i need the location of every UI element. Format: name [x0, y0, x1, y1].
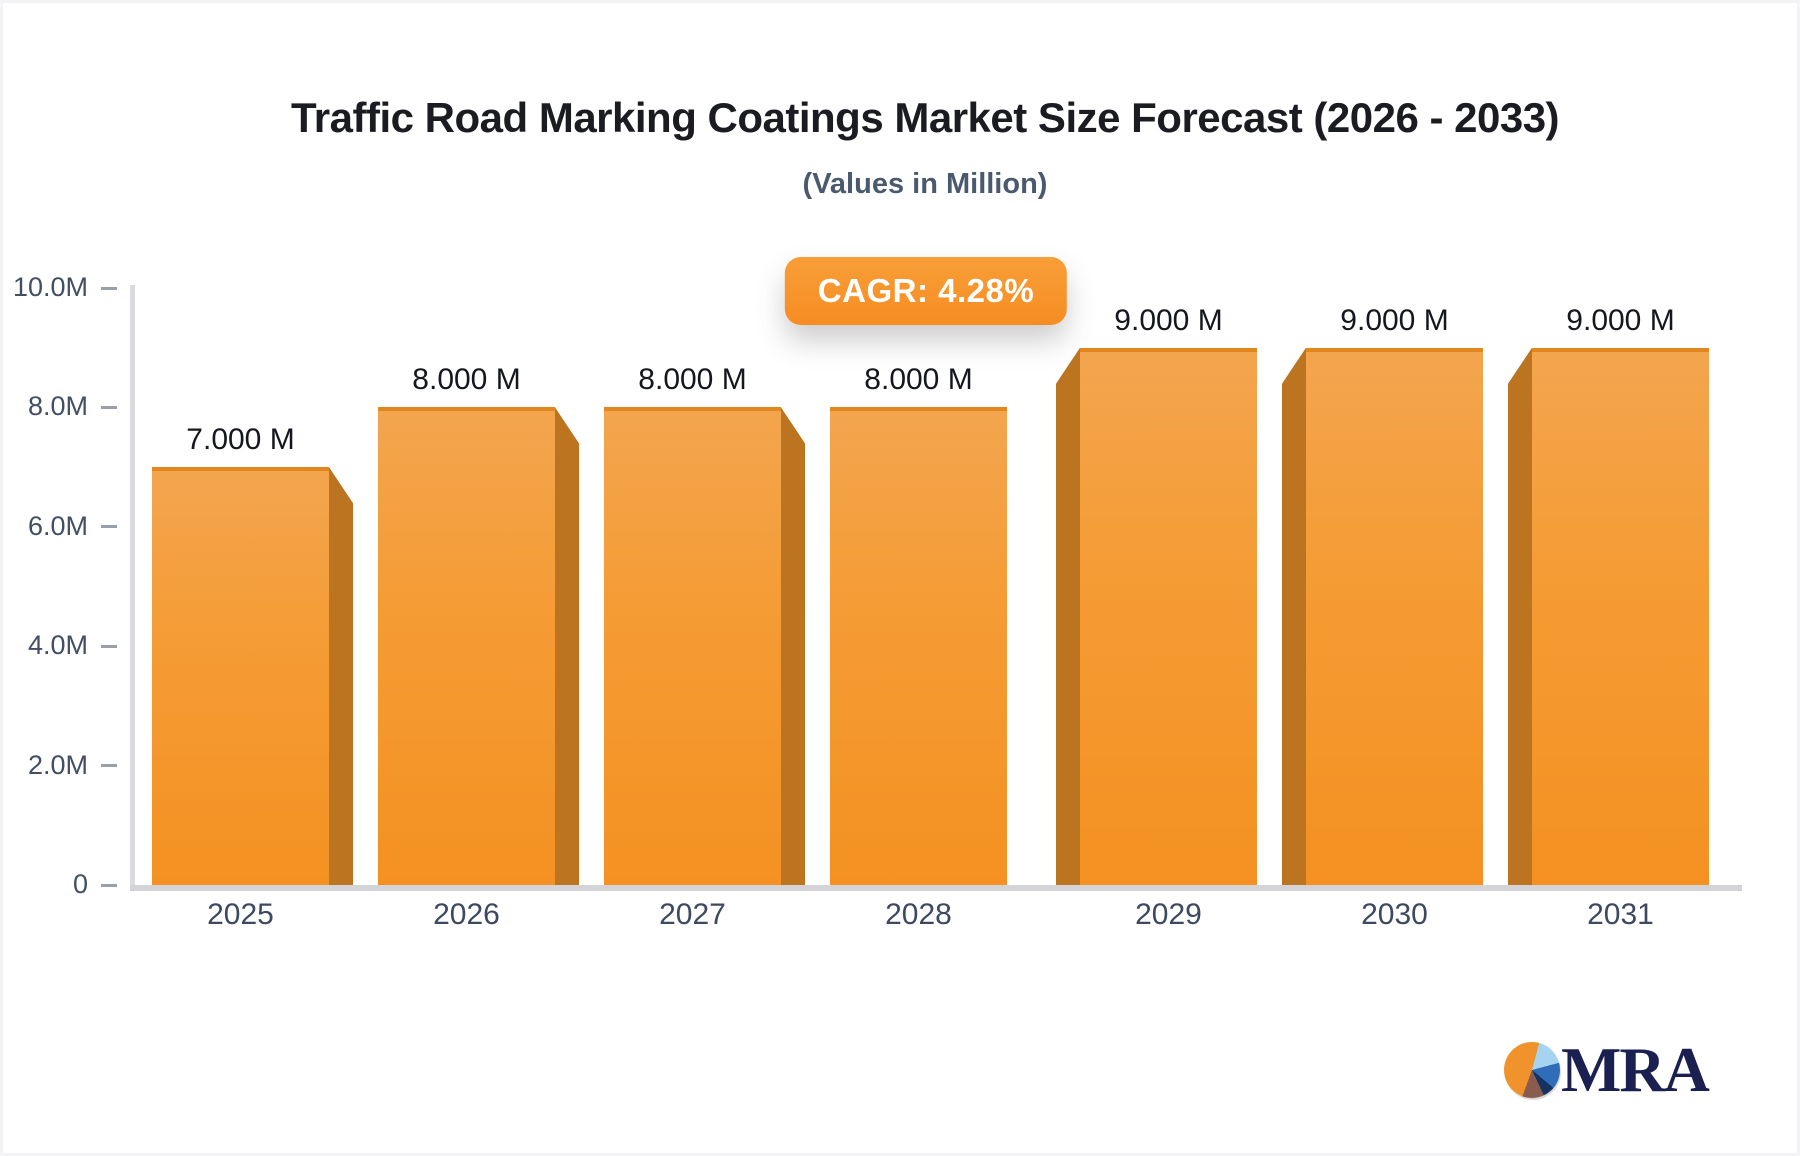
bar-2030 [1306, 347, 1483, 885]
y-axis-tick-label: 10.0M [12, 272, 88, 302]
bar-3d-side-2029 [1056, 347, 1080, 885]
y-axis-tick [101, 764, 117, 768]
bar-3d-side-2025 [329, 467, 353, 885]
y-axis-tick [101, 286, 117, 290]
bar-value-label: 9.000 M [1114, 303, 1223, 337]
x-axis-label: 2026 [433, 898, 500, 931]
x-axis-label: 2028 [885, 898, 952, 931]
bar-2026 [378, 407, 555, 885]
bar-3d-side-2031 [1508, 347, 1532, 885]
bar-2025 [152, 467, 329, 885]
bar-value-label: 8.000 M [864, 363, 973, 397]
x-axis-label: 2025 [207, 898, 274, 931]
bar-2028 [830, 407, 1007, 885]
bar-2031 [1532, 347, 1709, 885]
bar-value-label: 9.000 M [1340, 303, 1449, 337]
y-axis-tick-label: 0 [72, 869, 88, 899]
y-axis-tick [101, 525, 117, 529]
mra-logo: MRA [1504, 1034, 1710, 1105]
bar-value-label: 7.000 M [186, 423, 295, 457]
bar-3d-side-2026 [555, 407, 579, 885]
y-axis-tick-label: 6.0M [27, 510, 88, 541]
logo-text: MRA [1561, 1034, 1710, 1105]
bar-3d-side-2027 [781, 407, 805, 885]
y-axis-tick-label: 8.0M [27, 391, 88, 422]
chart-title: Traffic Road Marking Coatings Market Siz… [290, 94, 1560, 141]
cagr-badge-label: CAGR: 4.28% [817, 272, 1035, 309]
y-axis-tick-label: 2.0M [27, 749, 88, 780]
bar-value-label: 8.000 M [412, 363, 521, 397]
x-axis-label: 2029 [1135, 898, 1202, 931]
x-axis-label: 2030 [1361, 898, 1428, 931]
chart-subtitle: (Values in Million) [802, 168, 1048, 200]
bar-value-label: 8.000 M [638, 363, 747, 397]
y-axis-tick [101, 883, 117, 887]
cagr-badge: CAGR: 4.28% [784, 257, 1068, 325]
bar-value-label: 9.000 M [1566, 303, 1675, 337]
x-axis-label: 2027 [659, 898, 726, 931]
x-axis-label: 2031 [1587, 898, 1654, 931]
y-axis-tick [101, 644, 117, 648]
y-axis-tick-label: 4.0M [27, 630, 88, 661]
y-axis-tick [101, 405, 117, 409]
bar-2027 [604, 407, 781, 885]
bar-2029 [1080, 347, 1257, 885]
x-axis-line [130, 885, 1742, 891]
y-axis-line [130, 285, 135, 891]
bar-3d-side-2030 [1282, 347, 1306, 885]
pie-chart-icon [1504, 1042, 1560, 1098]
